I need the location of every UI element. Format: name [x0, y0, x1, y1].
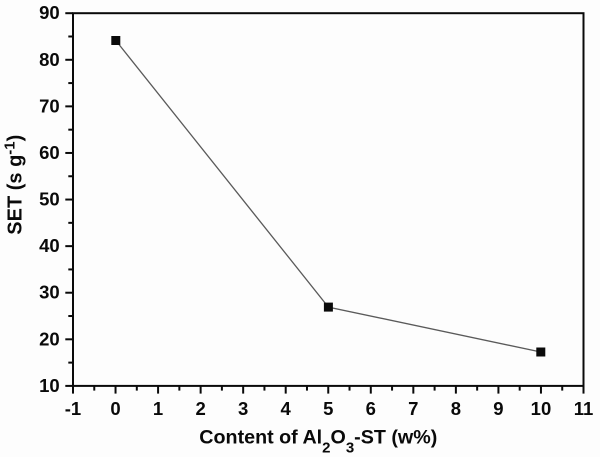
svg-text:11: 11: [574, 398, 594, 419]
svg-text:5: 5: [323, 398, 333, 419]
svg-text:3: 3: [238, 398, 248, 419]
svg-text:0: 0: [110, 398, 120, 419]
svg-text:6: 6: [366, 398, 376, 419]
svg-text:-1: -1: [65, 398, 81, 419]
svg-text:30: 30: [39, 282, 60, 303]
svg-text:7: 7: [408, 398, 418, 419]
svg-text:10: 10: [39, 375, 60, 396]
svg-text:1: 1: [153, 398, 163, 419]
svg-text:50: 50: [39, 189, 60, 210]
svg-text:80: 80: [39, 49, 60, 70]
svg-text:40: 40: [39, 235, 60, 256]
svg-text:10: 10: [531, 398, 552, 419]
svg-text:20: 20: [39, 328, 60, 349]
svg-text:2: 2: [195, 398, 205, 419]
svg-text:70: 70: [39, 95, 60, 116]
svg-text:60: 60: [39, 142, 60, 163]
svg-text:9: 9: [493, 398, 503, 419]
svg-text:4: 4: [281, 398, 292, 419]
svg-text:8: 8: [451, 398, 461, 419]
svg-text:90: 90: [39, 2, 60, 23]
